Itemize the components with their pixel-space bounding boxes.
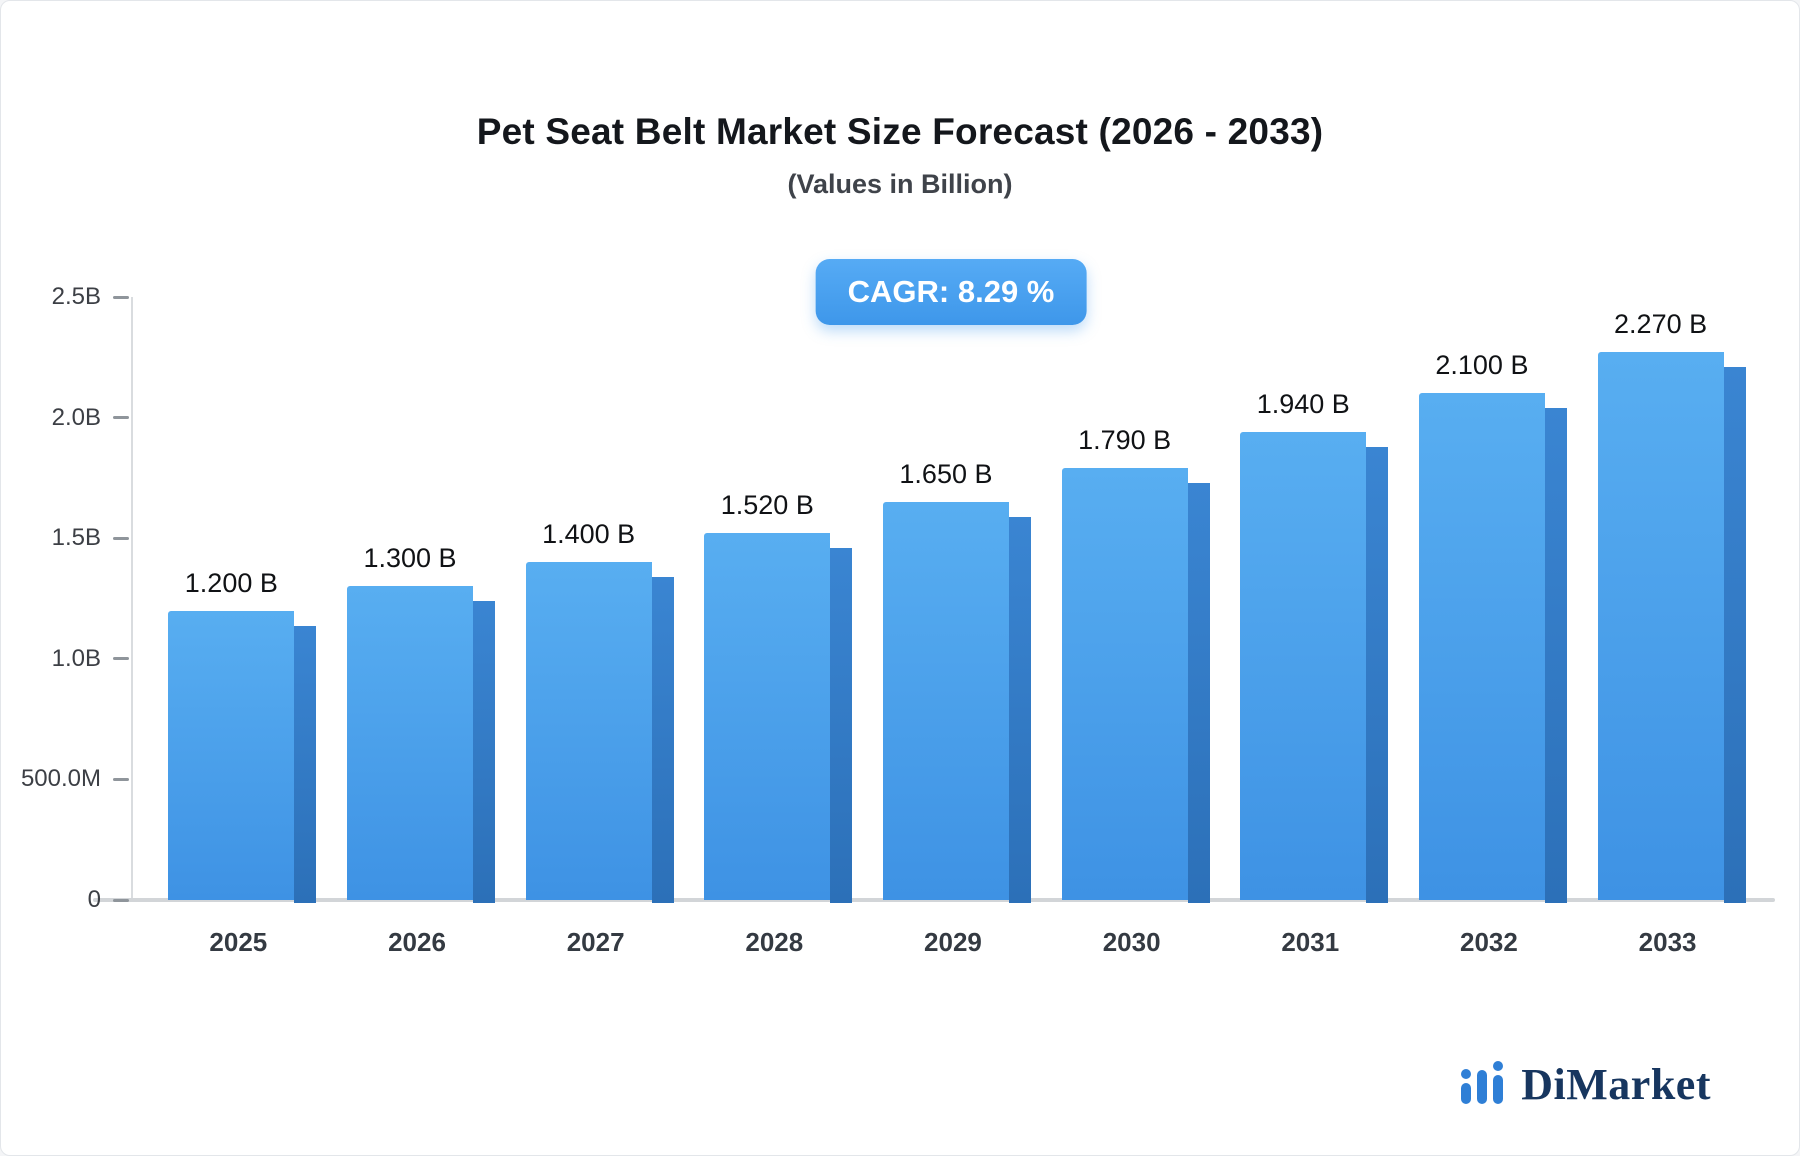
bar[interactable]	[704, 533, 831, 900]
y-tick: 0	[88, 885, 129, 915]
bar-value-label: 1.790 B	[1078, 425, 1172, 456]
bar-group: 1.400 B 2027	[525, 519, 674, 957]
y-tick: 1.5B	[52, 523, 129, 553]
chart-subtitle: (Values in Billion)	[787, 169, 1013, 199]
bar-value-label: 1.520 B	[720, 490, 814, 521]
y-tick-mark	[113, 536, 129, 540]
y-tick: 1.0B	[52, 644, 129, 674]
x-axis-label: 2029	[924, 927, 982, 957]
bar-side-face	[1366, 447, 1389, 903]
x-axis-label: 2033	[1638, 927, 1697, 957]
bar[interactable]	[1597, 352, 1724, 900]
cagr-badge: CAGR: 8.29 %	[815, 259, 1087, 325]
bar-group: 1.650 B 2029	[882, 459, 1031, 957]
y-tick-label: 500.0M	[20, 765, 101, 793]
y-axis-line	[131, 297, 133, 900]
bar-chart-icon	[1457, 1056, 1509, 1113]
bar[interactable]	[1418, 393, 1545, 900]
y-tick-label: 0	[87, 886, 101, 913]
bar[interactable]	[168, 610, 295, 900]
y-tick-mark	[113, 657, 129, 661]
brand-logo: DiMarket	[1457, 1056, 1711, 1113]
y-tick-label: 2.0B	[51, 403, 101, 431]
x-axis-label: 2030	[1102, 927, 1161, 957]
bar-group: 1.790 B 2030	[1061, 425, 1210, 957]
y-tick-mark	[113, 416, 129, 420]
bar-side-face	[1008, 517, 1031, 903]
y-tick-mark	[113, 295, 129, 299]
bar-value-label: 2.270 B	[1614, 309, 1708, 340]
bar[interactable]	[1061, 468, 1188, 900]
plot-area: 1.200 B 2025 1.300 B 2026 1.400 B 2027 1.520 B…	[21, 283, 1775, 957]
y-tick: 2.5B	[52, 282, 129, 312]
x-axis-label: 2026	[388, 927, 446, 957]
bar-side-face	[830, 548, 853, 903]
bars-row: 1.200 B 2025 1.300 B 2026 1.400 B 2027 1.520 B…	[153, 297, 1761, 957]
bar[interactable]	[525, 562, 652, 900]
y-tick: 2.0B	[52, 403, 129, 433]
x-axis-label: 2025	[209, 927, 268, 957]
bar-group: 2.100 B 2032	[1418, 350, 1567, 957]
chart-title: Pet Seat Belt Market Size Forecast (2026…	[476, 111, 1324, 152]
y-tick-label: 1.5B	[51, 524, 101, 552]
bar-value-label: 1.200 B	[184, 567, 278, 598]
bar[interactable]	[1240, 432, 1367, 900]
bar-group: 1.300 B 2026	[346, 543, 495, 957]
bar-side-face	[472, 601, 495, 903]
bar-group: 1.940 B 2031	[1240, 389, 1389, 957]
bar-value-label: 1.940 B	[1256, 389, 1350, 420]
bar-value-label: 1.650 B	[899, 459, 993, 490]
bar-side-face	[1723, 367, 1746, 903]
bar-side-face	[294, 625, 317, 903]
bar[interactable]	[882, 502, 1009, 900]
y-tick-label: 1.0B	[51, 644, 101, 672]
bar-value-label: 1.300 B	[363, 543, 457, 574]
bar-side-face	[1187, 483, 1210, 903]
y-tick-label: 2.5B	[51, 283, 101, 310]
x-axis-label: 2027	[566, 927, 625, 957]
x-axis-label: 2032	[1460, 927, 1518, 957]
y-tick: 500.0M	[21, 764, 129, 794]
bar-side-face	[1544, 408, 1567, 903]
x-axis-line	[93, 898, 1775, 902]
bar-group: 1.200 B 2025	[168, 568, 317, 957]
x-axis-label: 2028	[745, 927, 804, 957]
bar-side-face	[651, 577, 674, 903]
y-tick-mark	[113, 898, 129, 902]
bar-group: 2.270 B 2033	[1597, 309, 1746, 957]
y-tick-mark	[113, 777, 129, 781]
bar-group: 1.520 B 2028	[704, 490, 853, 957]
bar-value-label: 1.400 B	[542, 519, 636, 550]
bar-value-label: 2.100 B	[1435, 350, 1529, 381]
bar[interactable]	[346, 586, 473, 900]
brand-name: DiMarket	[1521, 1060, 1711, 1109]
x-axis-label: 2031	[1281, 927, 1340, 957]
